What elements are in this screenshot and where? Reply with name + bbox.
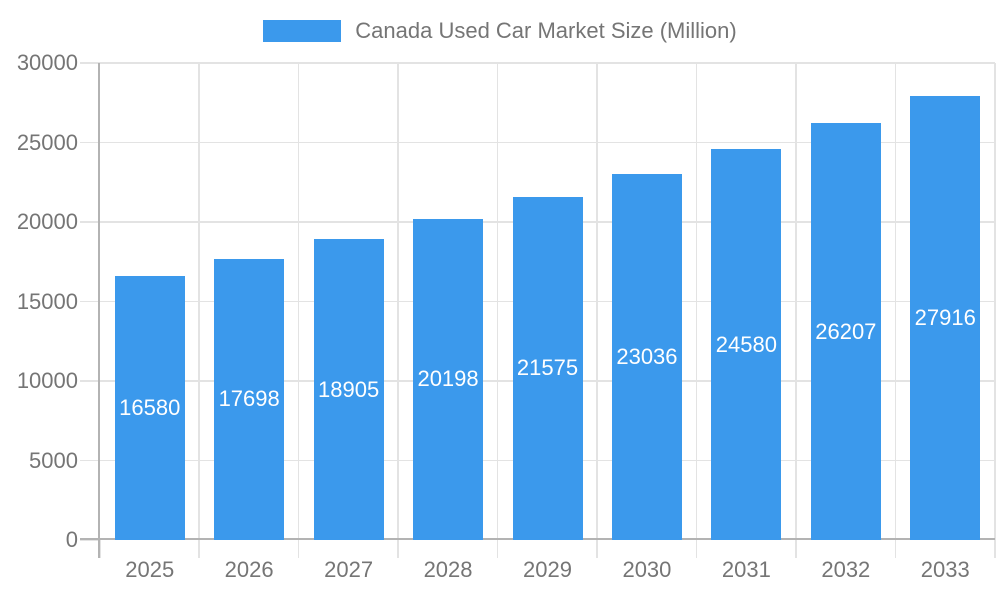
bar-value-label: 23036 — [616, 343, 678, 369]
x-axis-tick-label: 2025 — [125, 557, 175, 582]
bar-value-label: 24580 — [715, 331, 777, 357]
legend-swatch — [263, 20, 342, 42]
bar-value-label: 21575 — [516, 355, 579, 381]
x-axis-tick-label: 2032 — [821, 557, 871, 582]
x-axis-tick-label: 2027 — [324, 557, 374, 582]
x-axis-tick — [894, 540, 897, 558]
y-axis-tick-label: 30000 — [16, 50, 78, 75]
y-axis-tick — [80, 380, 100, 382]
bar-value-label: 27916 — [914, 305, 976, 331]
x-axis-tick — [397, 540, 399, 558]
v-gridline — [894, 63, 897, 540]
x-axis-tick — [198, 540, 200, 558]
x-axis-tick-label: 2031 — [721, 557, 771, 582]
v-gridline — [695, 63, 698, 540]
bar[interactable] — [611, 173, 682, 540]
bar[interactable] — [810, 123, 881, 540]
y-axis-tick-label: 0 — [65, 527, 78, 552]
y-axis-tick-label: 5000 — [29, 447, 78, 473]
bar[interactable] — [114, 276, 185, 540]
v-gridline — [596, 63, 598, 540]
h-gridline — [100, 62, 995, 64]
bar[interactable] — [214, 258, 285, 540]
bar[interactable] — [413, 218, 484, 540]
y-axis-tick — [80, 300, 100, 302]
x-axis-tick — [795, 540, 797, 558]
y-axis-tick — [80, 141, 100, 143]
y-axis-tick — [80, 62, 100, 64]
x-axis-tick — [297, 540, 300, 558]
v-gridline — [795, 63, 797, 540]
x-axis-tick-label: 2033 — [920, 557, 970, 582]
bar[interactable] — [910, 96, 981, 540]
y-axis-tick-label: 25000 — [16, 129, 78, 155]
x-axis-tick — [596, 540, 598, 558]
bar-value-label: 20198 — [417, 366, 479, 392]
legend-label: Canada Used Car Market Size (Million) — [355, 18, 737, 43]
bar-value-label: 18905 — [318, 376, 380, 402]
y-axis-tick-label: 10000 — [16, 368, 78, 393]
x-axis-tick — [695, 540, 698, 558]
bar[interactable] — [313, 239, 384, 540]
v-gridline — [397, 63, 399, 540]
v-gridline — [297, 63, 300, 540]
bar[interactable] — [711, 149, 782, 540]
bar-value-label: 26207 — [815, 318, 877, 344]
y-axis-tick-label: 15000 — [16, 288, 78, 314]
y-axis-tick — [80, 459, 100, 461]
v-gridline — [198, 63, 200, 540]
bar-value-label: 16580 — [119, 395, 181, 421]
y-axis-tick — [80, 221, 100, 223]
v-gridline — [994, 63, 996, 540]
x-axis-tick-label: 2029 — [523, 557, 572, 582]
chart-legend[interactable]: Canada Used Car Market Size (Million) — [0, 17, 1000, 45]
x-axis-tick-label: 2028 — [423, 557, 473, 582]
y-axis-line — [98, 63, 100, 558]
v-gridline — [496, 63, 499, 540]
x-axis-tick-label: 2026 — [224, 557, 274, 582]
x-axis-tick — [496, 540, 499, 558]
x-axis-tick — [994, 540, 996, 558]
bar-value-label: 17698 — [218, 386, 280, 412]
y-axis-tick-label: 20000 — [16, 209, 78, 234]
bar[interactable] — [512, 196, 583, 540]
x-axis-tick-label: 2030 — [622, 557, 672, 582]
h-gridline — [100, 141, 995, 143]
